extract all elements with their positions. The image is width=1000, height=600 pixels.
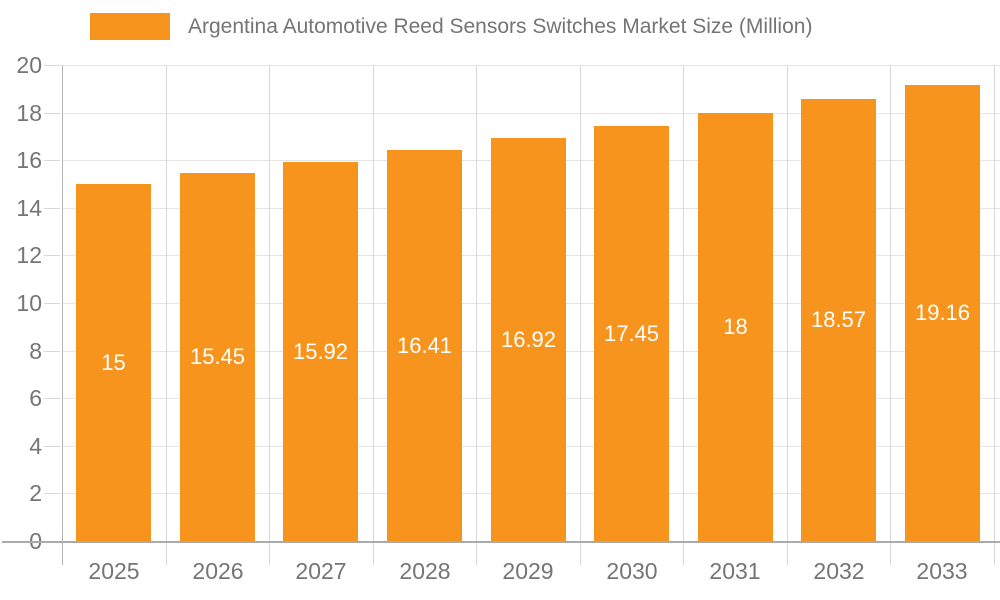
y-axis-tick-mark [44,65,60,66]
y-axis-tick-label: 4 [29,433,42,459]
bar[interactable]: 15.92 [283,162,358,541]
y-axis-tick-mark [44,303,60,304]
bar[interactable]: 17.45 [594,126,669,541]
x-axis-tick-label: 2025 [88,558,140,584]
y-axis-tick-label: 14 [16,195,42,221]
grid-line-vertical [683,65,684,565]
x-axis-tick-label: 2032 [813,558,865,584]
grid-line-vertical [373,65,374,565]
bar[interactable]: 15.45 [180,173,255,541]
y-axis-line [62,65,63,565]
bar[interactable]: 19.16 [905,85,980,541]
bar-value-label: 16.41 [396,333,453,358]
bar-value-label: 15 [101,350,126,375]
bar[interactable]: 18 [698,113,773,541]
y-axis-tick-mark [44,351,60,352]
x-axis-tick-label: 2031 [709,558,761,584]
x-axis-tick-label: 2026 [192,558,244,584]
y-axis-tick-mark [44,160,60,161]
y-axis-tick-mark [44,208,60,209]
grid-line-vertical [787,65,788,565]
y-axis-tick-label: 16 [16,147,42,173]
grid-line-vertical [166,65,167,565]
grid-line-horizontal [62,113,1000,114]
y-axis-tick-mark [44,493,60,494]
y-axis-tick-label: 10 [16,290,42,316]
grid-line-vertical [890,65,891,565]
x-axis-tick-label: 2033 [916,558,968,584]
bar[interactable]: 16.92 [491,138,566,541]
bar[interactable]: 16.41 [387,150,462,541]
bar-value-label: 19.16 [914,300,971,325]
y-axis-tick-label: 2 [29,480,42,506]
bar-value-label: 15.92 [292,339,349,364]
bar-value-label: 17.45 [603,321,660,346]
grid-line-horizontal [62,65,1000,66]
x-axis-tick-label: 2030 [606,558,658,584]
y-axis-tick-mark [44,398,60,399]
y-axis-tick-label: 6 [29,385,42,411]
bar-value-label: 15.45 [189,344,246,369]
legend-swatch [90,13,170,40]
grid-line-vertical [994,65,995,565]
bar[interactable]: 18.57 [801,99,876,541]
chart-title: Argentina Automotive Reed Sensors Switch… [188,14,813,38]
bar[interactable]: 15 [76,184,151,541]
grid-line-vertical [580,65,581,565]
legend-item[interactable]: Argentina Automotive Reed Sensors Switch… [90,13,812,40]
bar-value-label: 18.57 [810,307,867,332]
x-axis-tick-label: 2028 [399,558,451,584]
bar-value-label: 18 [723,314,748,339]
y-axis-tick-mark [44,255,60,256]
y-axis-tick-label: 20 [16,52,42,78]
grid-line-vertical [269,65,270,565]
x-axis-line [2,541,1000,543]
x-axis-tick-label: 2027 [295,558,347,584]
x-axis-tick-label: 2029 [502,558,554,584]
y-axis-tick-label: 18 [16,100,42,126]
y-axis-tick-label: 8 [29,338,42,364]
grid-line-vertical [476,65,477,565]
y-axis-tick-mark [44,446,60,447]
y-axis-tick-mark [44,113,60,114]
y-axis-tick-label: 12 [16,242,42,268]
bar-value-label: 16.92 [500,327,557,352]
